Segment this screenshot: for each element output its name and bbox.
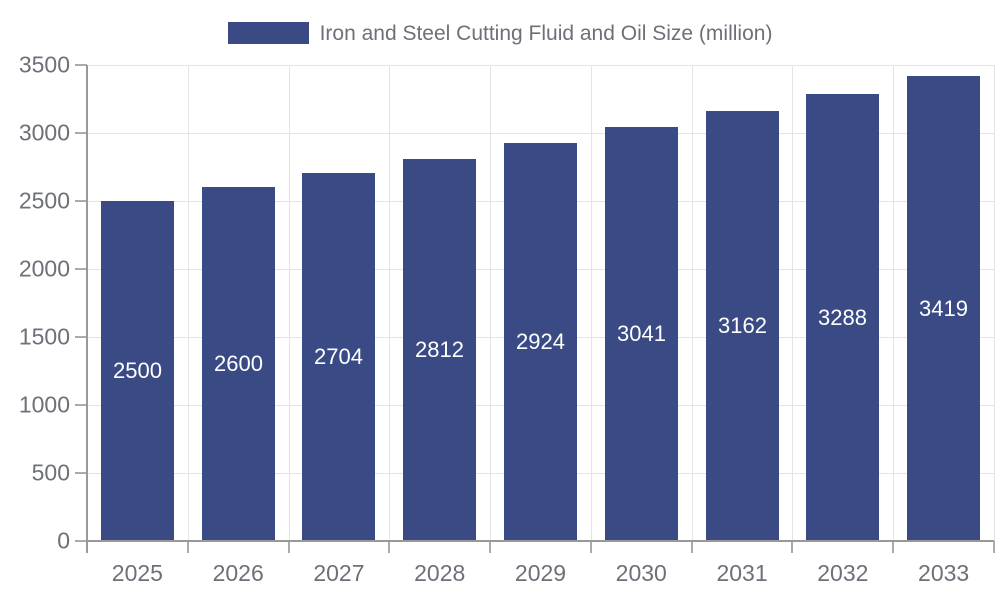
x-tick-label: 2029 — [514, 560, 567, 586]
y-tick — [75, 540, 87, 542]
v-gridline — [792, 65, 793, 541]
bar-value-label: 3419 — [919, 295, 968, 321]
y-axis-line — [86, 65, 88, 553]
y-tick — [75, 132, 87, 134]
x-tick — [590, 541, 592, 553]
legend-label: Iron and Steel Cutting Fluid and Oil Siz… — [319, 21, 773, 45]
y-tick — [75, 472, 87, 474]
bar: 2600 — [202, 187, 275, 541]
x-tick — [489, 541, 491, 553]
y-tick — [75, 404, 87, 406]
x-tick-label: 2030 — [615, 560, 667, 586]
y-tick-label: 1500 — [18, 323, 70, 350]
v-gridline — [591, 65, 592, 541]
bar: 3162 — [706, 111, 779, 541]
bar-value-label: 2704 — [314, 344, 363, 369]
legend-swatch-icon — [227, 22, 309, 44]
v-gridline — [188, 65, 189, 541]
v-gridline — [289, 65, 290, 541]
v-gridline — [692, 65, 693, 541]
bar-value-label: 2500 — [113, 358, 162, 383]
bar: 2704 — [302, 173, 375, 541]
y-tick-label: 0 — [57, 527, 70, 554]
y-tick — [75, 200, 87, 202]
y-tick-label: 500 — [31, 459, 70, 486]
v-gridline — [893, 65, 894, 541]
x-tick — [892, 541, 894, 553]
plot-area: 0 500 1000 1500 2000 2500 3000 3500 2500 2600 2704… — [19, 52, 995, 586]
chart-legend: Iron and Steel Cutting Fluid and Oil Siz… — [0, 18, 1000, 48]
v-gridline — [389, 65, 390, 541]
x-tick — [187, 541, 189, 553]
v-gridline — [994, 65, 995, 541]
x-tick — [691, 541, 693, 553]
y-tick-label: 1000 — [18, 391, 70, 418]
x-tick-label: 2031 — [716, 560, 768, 586]
bar-value-label: 2812 — [415, 337, 464, 362]
bar-value-label: 3162 — [718, 313, 767, 338]
x-tick-label: 2028 — [414, 560, 466, 586]
h-gridline — [87, 65, 994, 66]
x-tick-label: 2033 — [918, 560, 970, 586]
bar: 2924 — [504, 143, 577, 541]
y-tick-label: 2000 — [18, 255, 70, 282]
y-tick — [75, 268, 87, 270]
x-axis-line — [87, 540, 994, 542]
x-tick — [791, 541, 793, 553]
x-tick — [993, 541, 995, 553]
y-tick-label: 3000 — [18, 119, 70, 146]
x-tick-label: 2025 — [111, 560, 163, 586]
y-tick-label: 2500 — [18, 187, 70, 214]
bar-value-label: 2600 — [214, 351, 263, 376]
bar-value-label: 3288 — [818, 304, 867, 330]
bar: 3041 — [605, 127, 678, 541]
bar-value-label: 3041 — [617, 321, 666, 346]
x-tick — [388, 541, 390, 553]
bar: 2812 — [403, 159, 476, 541]
bar: 3419 — [907, 76, 980, 541]
x-tick — [288, 541, 290, 553]
x-tick-label: 2032 — [817, 560, 869, 586]
bar: 2500 — [101, 201, 174, 541]
y-tick — [75, 336, 87, 338]
y-tick-label: 3500 — [18, 51, 70, 78]
v-gridline — [490, 65, 491, 541]
bar-value-label: 2924 — [516, 329, 565, 354]
h-gridline — [87, 133, 994, 134]
x-tick-label: 2026 — [212, 560, 264, 586]
y-tick — [75, 64, 87, 66]
x-tick-label: 2027 — [313, 560, 365, 586]
bar: 3288 — [806, 94, 879, 541]
